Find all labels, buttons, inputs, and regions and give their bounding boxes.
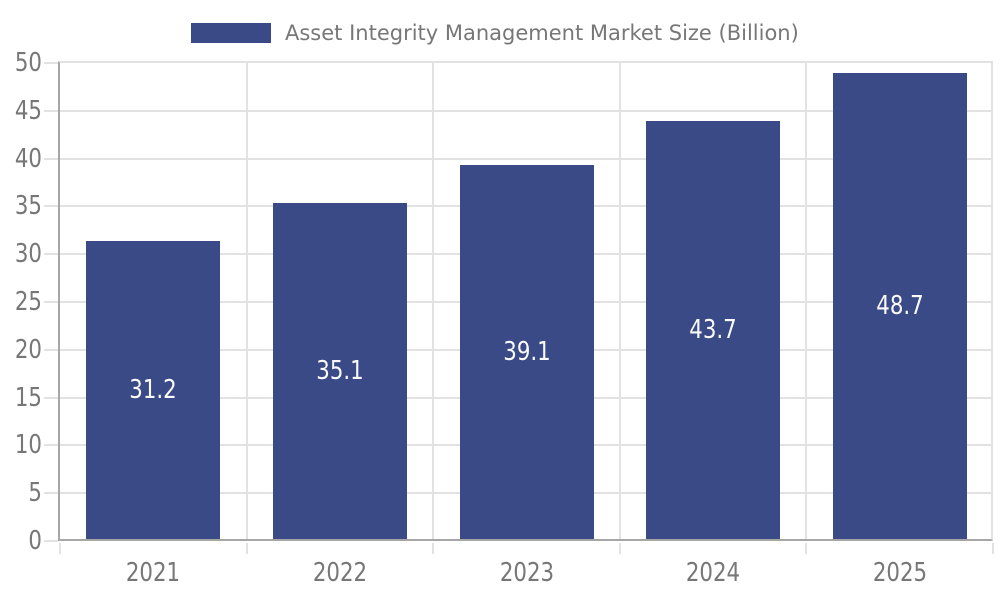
h-gridline xyxy=(60,158,991,160)
y-tick xyxy=(44,444,58,446)
y-tick-label: 15 xyxy=(14,383,42,413)
y-tick xyxy=(44,158,58,160)
bar-value-label: 31.2 xyxy=(129,375,177,405)
x-tick xyxy=(246,543,248,554)
plot-area: 31.2 35.1 39.1 43.7 48.7 xyxy=(58,61,993,541)
bar: 35.1 xyxy=(273,203,407,539)
bar: 48.7 xyxy=(833,73,967,539)
bar: 31.2 xyxy=(86,241,220,539)
y-tick xyxy=(44,253,58,255)
x-tick-label: 2022 xyxy=(312,558,368,588)
x-tick xyxy=(59,543,61,554)
y-tick-label: 40 xyxy=(14,144,42,174)
bar-value-label: 43.7 xyxy=(689,315,737,345)
y-tick xyxy=(44,397,58,399)
y-tick xyxy=(44,349,58,351)
x-tick xyxy=(992,543,994,554)
x-tick xyxy=(619,543,621,554)
v-gridline xyxy=(246,63,248,539)
bar-value-label: 39.1 xyxy=(503,337,551,367)
legend-label: Asset Integrity Management Market Size (… xyxy=(285,21,799,45)
y-tick-label: 50 xyxy=(14,48,42,78)
y-tick-label: 10 xyxy=(14,430,42,460)
bar-value-label: 48.7 xyxy=(876,291,924,321)
bar: 39.1 xyxy=(460,165,594,539)
legend-swatch xyxy=(191,23,271,43)
y-tick xyxy=(44,205,58,207)
y-tick-label: 5 xyxy=(28,478,42,508)
y-tick-label: 0 xyxy=(28,526,42,556)
v-gridline xyxy=(805,63,807,539)
bar: 43.7 xyxy=(646,121,780,539)
y-tick xyxy=(44,540,58,542)
v-gridline xyxy=(619,63,621,539)
x-tick xyxy=(432,543,434,554)
y-tick xyxy=(44,110,58,112)
v-gridline xyxy=(432,63,434,539)
y-tick-label: 30 xyxy=(14,239,42,269)
y-tick-label: 35 xyxy=(14,191,42,221)
y-tick xyxy=(44,301,58,303)
x-tick-label: 2025 xyxy=(872,558,928,588)
chart-legend: Asset Integrity Management Market Size (… xyxy=(191,21,799,45)
x-tick-label: 2023 xyxy=(499,558,555,588)
y-tick-label: 25 xyxy=(14,287,42,317)
y-tick xyxy=(44,492,58,494)
x-tick xyxy=(805,543,807,554)
x-tick-label: 2021 xyxy=(125,558,181,588)
x-tick-label: 2024 xyxy=(685,558,741,588)
y-tick-label: 45 xyxy=(14,96,42,126)
y-tick-label: 20 xyxy=(14,335,42,365)
h-gridline xyxy=(60,110,991,112)
bar-value-label: 35.1 xyxy=(316,356,364,386)
y-tick xyxy=(44,62,58,64)
